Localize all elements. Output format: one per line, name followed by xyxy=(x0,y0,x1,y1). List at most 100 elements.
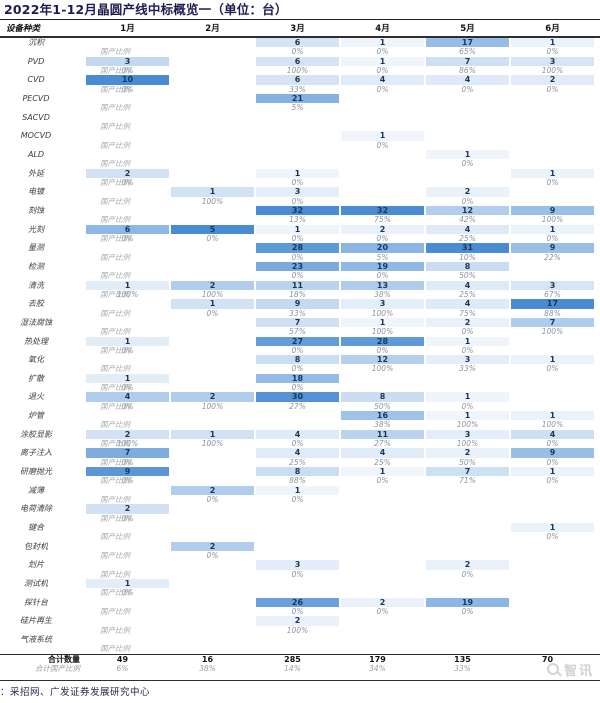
magnifier-icon xyxy=(546,663,562,677)
ratio-row: 国产比例 13% 75% 42% 100% xyxy=(0,215,595,224)
value-cell xyxy=(86,616,169,625)
value-cell xyxy=(511,187,594,196)
ratio-row: 国产比例 0% 0% 50% xyxy=(0,271,595,280)
ratio-cell: 0% xyxy=(291,439,304,449)
table-body: 沉积 6 1 17 1 国产比例 0% 0% 65% 0% PVD 3 6 1 7 3 国产比例 0% 100% 0%… xyxy=(0,38,595,654)
value-cell: 31 xyxy=(426,243,509,253)
value-cell xyxy=(86,635,169,644)
value-cell xyxy=(86,38,169,47)
value-cell xyxy=(511,486,594,495)
value-cell: 2 xyxy=(86,504,169,514)
ratio-cell: 50% xyxy=(459,457,476,467)
ratio-cell xyxy=(510,141,595,150)
ratio-cell xyxy=(170,327,255,336)
ratio-cell xyxy=(255,588,340,597)
ratio-cell xyxy=(510,103,595,112)
value-cell: 26 xyxy=(256,597,339,608)
ratio-row-label: 国产比例 xyxy=(100,588,130,598)
equipment-label: 去胶 xyxy=(28,299,44,309)
totals-ratio-label: 合计国产比例 xyxy=(35,664,80,674)
value-cell: 7 xyxy=(426,467,509,477)
value-cell: 3 xyxy=(341,299,424,309)
ratio-cell: 0% xyxy=(376,607,389,617)
value-cell: 1 xyxy=(511,355,594,365)
ratio-cell: 22% xyxy=(544,252,561,262)
ratio-cell xyxy=(425,141,510,150)
ratio-row-label: 国产比例 xyxy=(100,233,130,243)
ratio-row-label: 国产比例 xyxy=(100,47,130,57)
equipment-value-row: 外延 2 1 1 xyxy=(0,168,595,178)
value-cell: 1 xyxy=(511,467,594,477)
value-cell xyxy=(171,635,254,644)
value-cell: 32 xyxy=(341,205,424,216)
ratio-cell: 65% xyxy=(459,47,476,57)
value-cell: 1 xyxy=(256,168,339,178)
ratio-cell: 0% xyxy=(291,252,304,262)
ratio-cell: 0% xyxy=(291,383,304,393)
value-cell xyxy=(171,411,254,420)
value-cell xyxy=(86,243,169,252)
ratio-cell: 0% xyxy=(121,84,134,94)
value-cell xyxy=(171,243,254,252)
equipment-value-row: 键合 1 xyxy=(0,523,595,533)
ratio-row: 国产比例 38% 100% 100% xyxy=(0,420,595,429)
ratio-cell xyxy=(425,383,510,392)
month-header-apr: 4月 xyxy=(375,24,390,34)
value-cell xyxy=(341,523,424,532)
value-cell: 2 xyxy=(341,224,424,234)
ratio-cell: 0% xyxy=(461,196,474,206)
equipment-value-row: 检测 23 19 8 xyxy=(0,261,595,272)
value-cell: 3 xyxy=(86,56,169,66)
value-cell xyxy=(511,150,594,159)
value-cell xyxy=(171,57,254,66)
value-cell xyxy=(341,150,424,159)
value-cell xyxy=(256,542,339,551)
ratio-cell: 100% xyxy=(371,308,394,318)
value-cell: 1 xyxy=(426,149,509,160)
equipment-label: 气液系统 xyxy=(20,635,52,644)
value-cell: 17 xyxy=(511,299,594,309)
value-cell: 1 xyxy=(341,131,424,141)
value-cell: 3 xyxy=(256,187,339,197)
month-header-jan: 1月 xyxy=(120,24,135,34)
ratio-row: 国产比例 5% xyxy=(0,103,595,112)
ratio-cell: 75% xyxy=(374,215,391,225)
value-cell: 1 xyxy=(511,38,594,48)
equipment-label: 离子注入 xyxy=(20,448,52,458)
value-cell: 1 xyxy=(426,392,509,402)
value-cell xyxy=(511,131,594,140)
value-cell xyxy=(511,374,594,383)
ratio-row: 国产比例 57% 100% 0% 100% xyxy=(0,327,595,336)
equipment-label: 炉管 xyxy=(28,411,44,421)
totals-ratio-cell: 6% xyxy=(116,664,129,674)
ratio-cell: 88% xyxy=(289,476,306,486)
ratio-cell xyxy=(170,476,255,485)
value-cell xyxy=(511,616,594,625)
ratio-cell: 42% xyxy=(459,215,476,225)
ratio-row: 国产比例 0% 0% 0% 0% xyxy=(0,346,595,355)
value-cell xyxy=(86,598,169,607)
value-cell: 9 xyxy=(256,299,339,309)
ratio-cell xyxy=(170,644,255,653)
value-cell xyxy=(256,131,339,140)
ratio-cell: 25% xyxy=(459,289,476,299)
ratio-cell xyxy=(510,626,595,635)
value-cell: 12 xyxy=(341,355,424,365)
ratio-cell xyxy=(170,626,255,635)
value-cell: 7 xyxy=(511,317,594,328)
ratio-row: 国产比例 0% xyxy=(0,514,595,523)
ratio-cell xyxy=(170,346,255,355)
ratio-cell: 0% xyxy=(546,476,559,486)
ratio-cell xyxy=(170,514,255,523)
ratio-row: 国产比例 0% 0% 65% 0% xyxy=(0,47,595,56)
totals-ratio-cell: 14% xyxy=(284,664,301,674)
value-cell xyxy=(256,523,339,532)
ratio-row: 国产比例 0% 0% xyxy=(0,495,595,504)
value-cell: 6 xyxy=(256,75,339,85)
ratio-cell: 100% xyxy=(541,65,564,75)
ratio-cell xyxy=(425,178,510,187)
value-cell xyxy=(171,448,254,457)
ratio-cell xyxy=(170,420,255,429)
ratio-cell: 33% xyxy=(289,308,306,318)
ratio-cell: 100% xyxy=(456,420,479,430)
